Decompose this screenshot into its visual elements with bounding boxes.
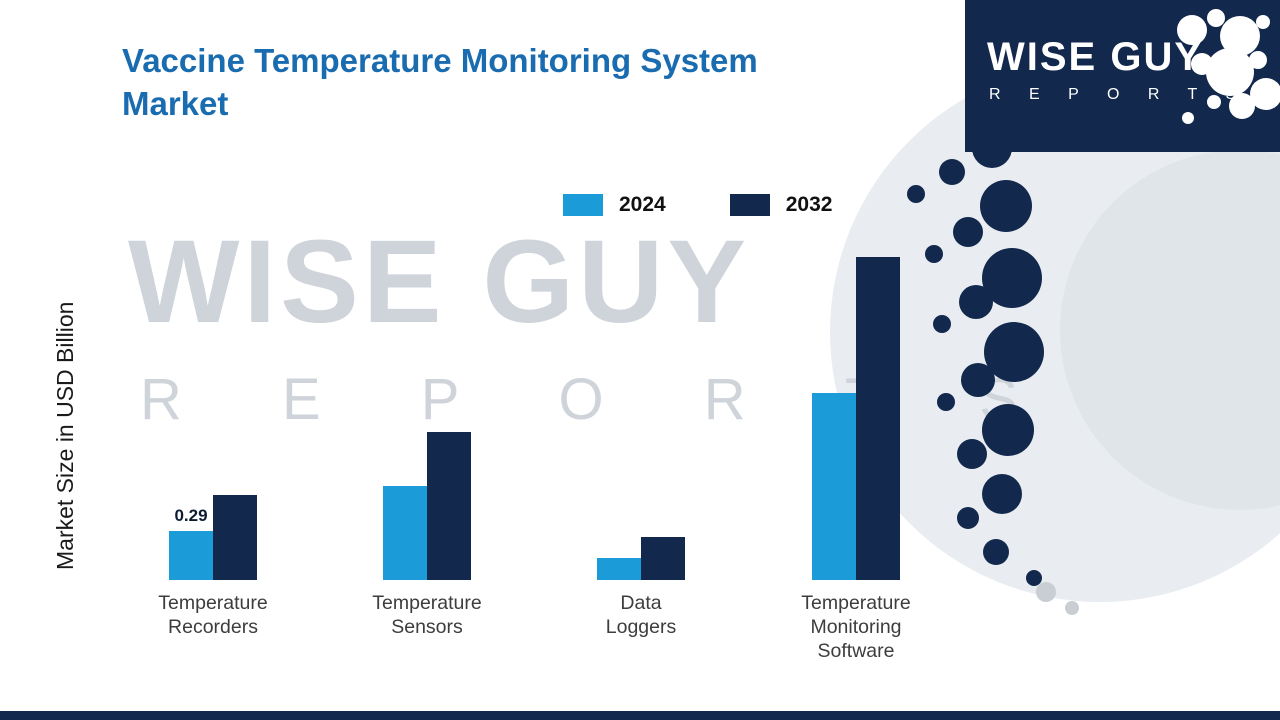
dot <box>1036 582 1056 602</box>
brand-logo: WISE GUY R E P O R T S <box>987 36 1248 104</box>
dot <box>1065 601 1079 615</box>
legend-swatch-2032 <box>729 194 770 216</box>
dot <box>983 539 1009 565</box>
dot <box>957 507 979 529</box>
dot <box>959 285 993 319</box>
dot <box>982 474 1022 514</box>
category-label: Temperature Monitoring Software <box>801 592 911 662</box>
bar-2032 <box>856 257 900 580</box>
bar-group: Temperature Monitoring Software <box>756 240 956 662</box>
dot <box>933 315 951 333</box>
bar-chart: 0.29 Temperature Recorders Temperature Sen… <box>120 240 950 662</box>
bar-2024 <box>812 393 856 580</box>
dot <box>961 363 995 397</box>
dot <box>907 185 925 203</box>
chart-title: Vaccine Temperature Monitoring System Ma… <box>122 42 758 122</box>
dot <box>980 180 1032 232</box>
bar-group: 0.29 Temperature Recorders <box>113 240 313 638</box>
chart-legend: 2024 2032 <box>563 193 832 217</box>
category-label: Data Loggers <box>605 592 677 638</box>
dot <box>1207 9 1225 27</box>
footer-bar <box>0 711 1280 720</box>
category-label: Temperature Recorders <box>158 592 268 638</box>
dot <box>1256 15 1270 29</box>
dot <box>953 217 983 247</box>
dot <box>937 393 955 411</box>
dot <box>925 245 943 263</box>
legend-label-2032: 2032 <box>785 193 833 216</box>
dot <box>1026 570 1042 586</box>
brand-logo-name: WISE GUY <box>987 35 1204 79</box>
dot <box>1177 15 1207 45</box>
bar-2024 <box>383 486 427 580</box>
y-axis-label: Market Size in USD Billion <box>52 301 78 570</box>
legend-label-2024: 2024 <box>619 193 666 216</box>
dot <box>1207 95 1221 109</box>
dot <box>957 439 987 469</box>
bar-2032 <box>641 537 685 580</box>
dot <box>1250 78 1280 110</box>
dot <box>982 404 1034 456</box>
bar-2032 <box>427 432 471 580</box>
bar-value-label: 0.29 <box>174 506 208 525</box>
legend-item-2024: 2024 <box>563 193 666 217</box>
bar-2032 <box>213 495 257 580</box>
brand-corner-block: WISE GUY R E P O R T S <box>965 0 1280 152</box>
category-label: Temperature Sensors <box>372 592 482 638</box>
legend-swatch-2024 <box>563 194 603 216</box>
dot <box>1249 51 1267 69</box>
watermark-line1: WISE GUY <box>128 216 751 348</box>
dot <box>984 322 1044 382</box>
bar-group: Data Loggers <box>541 240 741 638</box>
bar-2024: 0.29 <box>169 506 213 580</box>
dot <box>1182 112 1194 124</box>
dot <box>1206 48 1254 96</box>
legend-item-2032: 2032 <box>729 193 833 217</box>
bar-2024 <box>597 558 641 580</box>
dot <box>939 159 965 185</box>
bar-group: Temperature Sensors <box>327 240 527 638</box>
brand-logo-subtitle: R E P O R T S <box>989 86 1249 103</box>
